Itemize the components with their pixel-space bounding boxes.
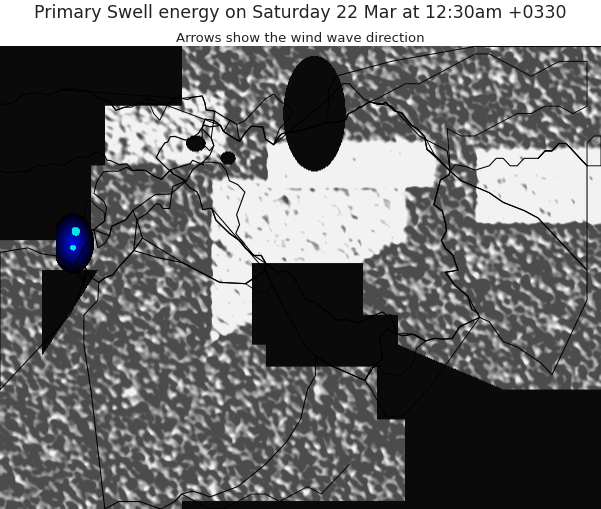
Text: Primary Swell energy on Saturday 22 Mar at 12:30am +0330: Primary Swell energy on Saturday 22 Mar … — [34, 4, 567, 22]
Text: Arrows show the wind wave direction: Arrows show the wind wave direction — [176, 33, 425, 45]
